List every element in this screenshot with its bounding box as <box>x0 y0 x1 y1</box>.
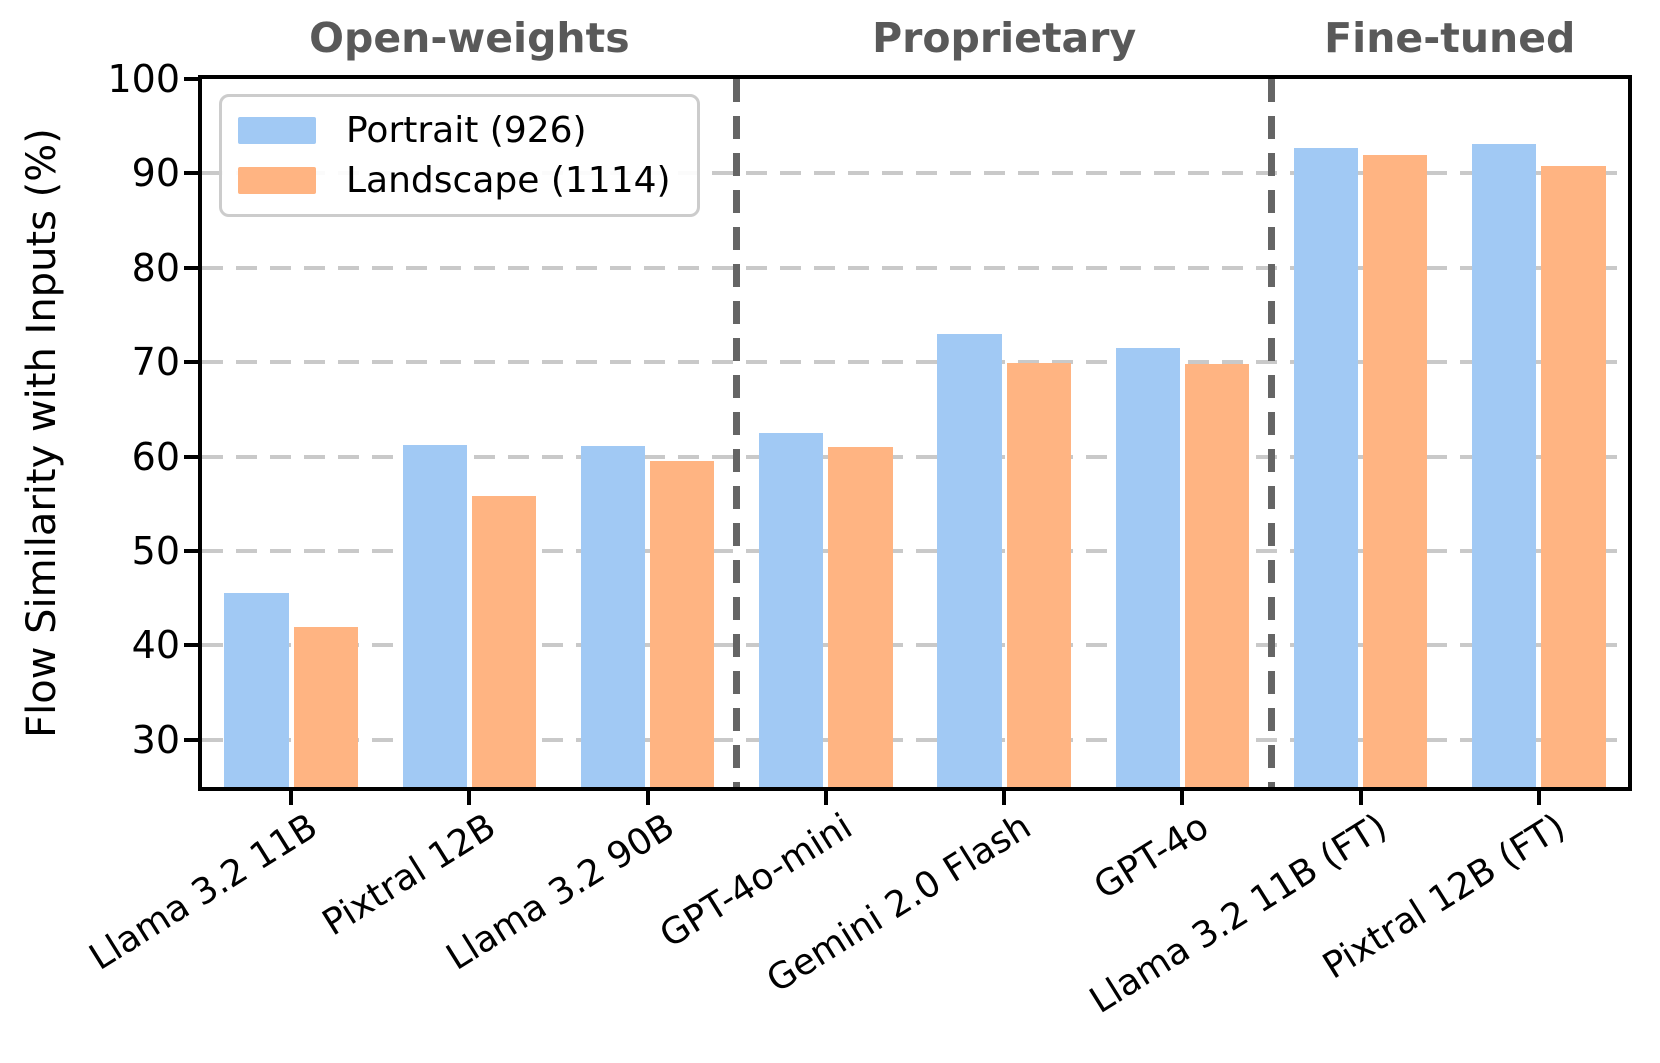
legend-item-landscape: Landscape (1114) <box>238 160 671 201</box>
gridline-y-30 <box>202 737 1628 742</box>
x-tick-mark-gpt-4o <box>1180 791 1185 805</box>
y-tick-mark-60 <box>184 454 198 459</box>
y-tick-mark-40 <box>184 643 198 648</box>
gridline-y-80 <box>202 265 1628 270</box>
x-tick-mark-pixtral-12b-ft <box>1536 791 1541 805</box>
y-tick-label-90: 90 <box>131 151 180 196</box>
section-separator <box>1268 79 1275 787</box>
legend-label-portrait: Portrait (926) <box>346 110 587 151</box>
y-tick-mark-90 <box>184 171 198 176</box>
bar-portrait-gemini-2-0-flash <box>937 333 1002 787</box>
y-tick-label-60: 60 <box>131 434 180 479</box>
legend-label-landscape: Landscape (1114) <box>346 160 671 201</box>
x-tick-mark-pixtral-12b <box>467 791 472 805</box>
y-tick-label-40: 40 <box>131 623 180 668</box>
bar-portrait-gpt-4o <box>1115 348 1180 787</box>
legend: Portrait (926) Landscape (1114) <box>219 94 700 217</box>
gridline-y-90 <box>202 171 1628 176</box>
bar-group-llama-3-2-90b <box>559 79 737 787</box>
legend-swatch-landscape <box>238 167 316 194</box>
x-tick-mark-llama-3-2-90b <box>645 791 650 805</box>
bar-group-pixtral-12b-ft <box>1450 79 1628 787</box>
section-header-open-weights: Open-weights <box>309 14 630 62</box>
bar-portrait-gpt-4o-mini <box>759 433 824 787</box>
y-tick-mark-100 <box>184 77 198 81</box>
gridline-y-60 <box>202 454 1628 459</box>
bar-landscape-gemini-2-0-flash <box>1006 363 1071 787</box>
y-tick-mark-30 <box>184 737 198 742</box>
bar-groups <box>202 79 1628 787</box>
bar-portrait-llama-3-2-90b <box>580 446 646 787</box>
gridline-y-40 <box>202 643 1628 648</box>
bar-group-gpt-4o <box>1093 79 1271 787</box>
y-tick-label-80: 80 <box>131 245 180 290</box>
y-tick-label-30: 30 <box>131 717 180 762</box>
x-tick-mark-gpt-4o-mini <box>823 791 828 805</box>
bar-group-pixtral-12b <box>380 79 558 787</box>
bar-group-llama-3-2-11b-ft <box>1272 79 1450 787</box>
bar-landscape-llama-3-2-90b <box>650 461 715 787</box>
y-tick-label-100: 100 <box>107 57 180 101</box>
legend-item-portrait: Portrait (926) <box>238 110 671 151</box>
bar-landscape-pixtral-12b-ft <box>1541 165 1606 787</box>
x-tick-label-llama-3-2-11b: Llama 3.2 11B <box>82 806 325 979</box>
bar-portrait-pixtral-12b-ft <box>1472 144 1537 787</box>
gridline-y-50 <box>202 548 1628 553</box>
plot-area <box>198 75 1632 791</box>
y-tick-label-50: 50 <box>131 529 180 573</box>
x-tick-mark-gemini-2-0-flash <box>1002 791 1007 805</box>
bar-landscape-llama-3-2-11b <box>293 626 358 787</box>
y-tick-mark-70 <box>184 360 198 365</box>
y-tick-mark-80 <box>184 265 198 270</box>
section-separator <box>733 79 741 787</box>
x-tick-mark-llama-3-2-11b <box>289 791 294 805</box>
bar-group-gemini-2-0-flash <box>915 79 1093 787</box>
bar-landscape-pixtral-12b <box>471 496 537 787</box>
y-tick-label-70: 70 <box>131 340 180 385</box>
bar-landscape-llama-3-2-11b-ft <box>1363 154 1428 787</box>
bar-portrait-llama-3-2-11b <box>224 593 289 787</box>
bar-landscape-gpt-4o <box>1184 364 1250 787</box>
bar-group-llama-3-2-11b <box>202 79 380 787</box>
legend-swatch-portrait <box>238 117 316 144</box>
x-tick-label-llama-3-2-11b-ft: Llama 3.2 11B (FT) <box>1083 806 1395 1022</box>
x-tick-mark-llama-3-2-11b-ft <box>1358 791 1363 805</box>
bar-group-gpt-4o-mini <box>737 79 915 787</box>
bar-portrait-pixtral-12b <box>402 445 467 787</box>
x-tick-label-gpt-4o: GPT-4o <box>1087 806 1217 908</box>
gridline-y-70 <box>202 360 1628 365</box>
bar-portrait-llama-3-2-11b-ft <box>1293 147 1359 787</box>
y-tick-mark-50 <box>184 549 198 553</box>
bar-landscape-gpt-4o-mini <box>828 447 893 787</box>
section-header-fine-tuned: Fine-tuned <box>1324 14 1576 62</box>
section-header-proprietary: Proprietary <box>872 14 1137 62</box>
